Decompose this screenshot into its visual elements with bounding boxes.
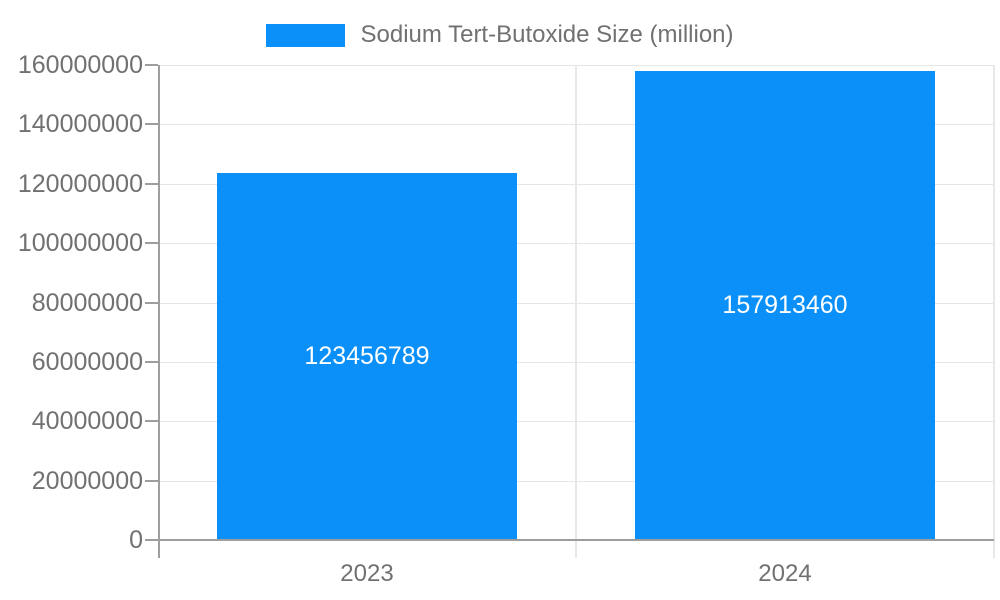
x-category-label: 2024 [758,560,812,587]
category-separator [993,65,995,558]
y-tick-label: 80000000 [31,289,143,317]
y-tick-label: 0 [129,526,143,554]
bar-2024[interactable]: 157913460 [635,71,935,540]
y-tick-label: 140000000 [17,110,143,138]
y-tick-mark [145,302,158,304]
y-tick-label: 20000000 [31,467,143,495]
y-tick-label: 160000000 [17,51,143,79]
y-tick-mark [145,242,158,244]
legend-label: Sodium Tert-Butoxide Size (million) [360,21,734,48]
x-axis-baseline [158,539,994,541]
y-tick-mark [145,480,158,482]
y-tick-mark [145,361,158,363]
y-tick-label: 40000000 [31,407,143,435]
y-tick-mark [145,539,158,541]
legend-swatch-icon [266,23,346,47]
category-separator [575,65,577,558]
y-tick-mark [145,64,158,66]
plot-area: 123456789 157913460 [145,64,995,558]
y-tick-mark [145,183,158,185]
y-tick-mark [145,123,158,125]
y-tick-label: 120000000 [17,170,143,198]
bar-value-label: 157913460 [722,291,848,319]
bar-value-label: 123456789 [304,342,430,370]
chart-legend[interactable]: Sodium Tert-Butoxide Size (million) [0,21,1000,49]
x-category-label: 2023 [340,560,394,587]
y-tick-label: 100000000 [17,229,143,257]
y-tick-label: 60000000 [31,348,143,376]
y-axis-line [158,65,160,558]
bar-2023[interactable]: 123456789 [217,173,517,540]
y-tick-mark [145,420,158,422]
